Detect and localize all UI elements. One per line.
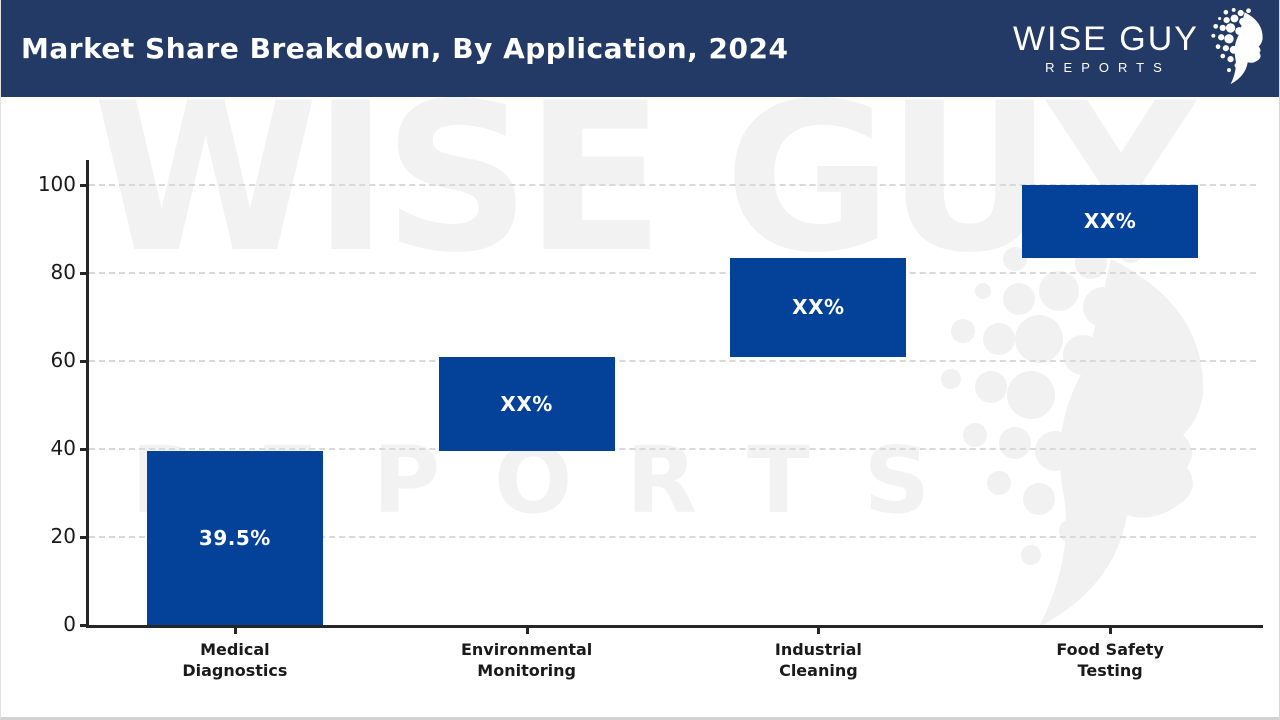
bar: XX% bbox=[730, 257, 907, 357]
logo-tagline: REPORTS bbox=[1045, 60, 1171, 75]
x-tick bbox=[525, 625, 529, 634]
logo-text: WISE GUY REPORTS bbox=[1013, 22, 1199, 75]
y-tick bbox=[80, 448, 89, 451]
gridline bbox=[89, 360, 1256, 362]
gridline bbox=[89, 272, 1256, 274]
category-label: Medical Diagnostics bbox=[182, 640, 288, 680]
chart-area: WISE GUY REPORTS 0 20 40 60 80 100 39.5% Medica… bbox=[1, 60, 1279, 717]
gridline bbox=[89, 184, 1256, 186]
y-tick-label: 0 bbox=[63, 612, 76, 636]
header: Market Share Breakdown, By Application, … bbox=[1, 0, 1279, 97]
x-tick bbox=[817, 625, 821, 634]
category-label: Environmental Monitoring bbox=[460, 640, 593, 680]
y-tick-label: 40 bbox=[50, 436, 76, 460]
y-tick bbox=[80, 536, 89, 539]
bar-value-label: XX% bbox=[1083, 209, 1137, 234]
gridline bbox=[89, 448, 1256, 450]
gridline bbox=[89, 536, 1256, 538]
x-axis bbox=[86, 625, 1263, 628]
category-label: Industrial Cleaning bbox=[774, 640, 862, 680]
wiseguy-logo: WISE GUY REPORTS bbox=[1013, 6, 1273, 92]
y-axis bbox=[86, 160, 89, 628]
x-tick bbox=[233, 625, 237, 634]
y-tick-label: 100 bbox=[37, 172, 76, 196]
bar: XX% bbox=[1022, 185, 1199, 258]
bar-value-label: XX% bbox=[500, 391, 553, 416]
wiseguy-head-icon bbox=[1211, 7, 1263, 84]
y-tick bbox=[80, 184, 89, 187]
y-tick-label: 60 bbox=[50, 348, 76, 372]
y-tick-label: 20 bbox=[50, 524, 76, 548]
bar: 39.5% bbox=[146, 451, 323, 625]
y-tick bbox=[80, 624, 89, 627]
bar-value-label: XX% bbox=[792, 295, 845, 320]
x-tick bbox=[1109, 625, 1113, 634]
page-title: Market Share Breakdown, By Application, … bbox=[21, 32, 789, 65]
bar-value-label: 39.5% bbox=[198, 526, 271, 551]
logo-name: WISE GUY bbox=[1012, 20, 1199, 58]
y-tick bbox=[80, 272, 89, 275]
category-label: Food Safety Testing bbox=[1056, 640, 1164, 680]
bar: XX% bbox=[438, 356, 615, 452]
y-tick bbox=[80, 360, 89, 363]
y-tick-label: 80 bbox=[50, 260, 76, 284]
